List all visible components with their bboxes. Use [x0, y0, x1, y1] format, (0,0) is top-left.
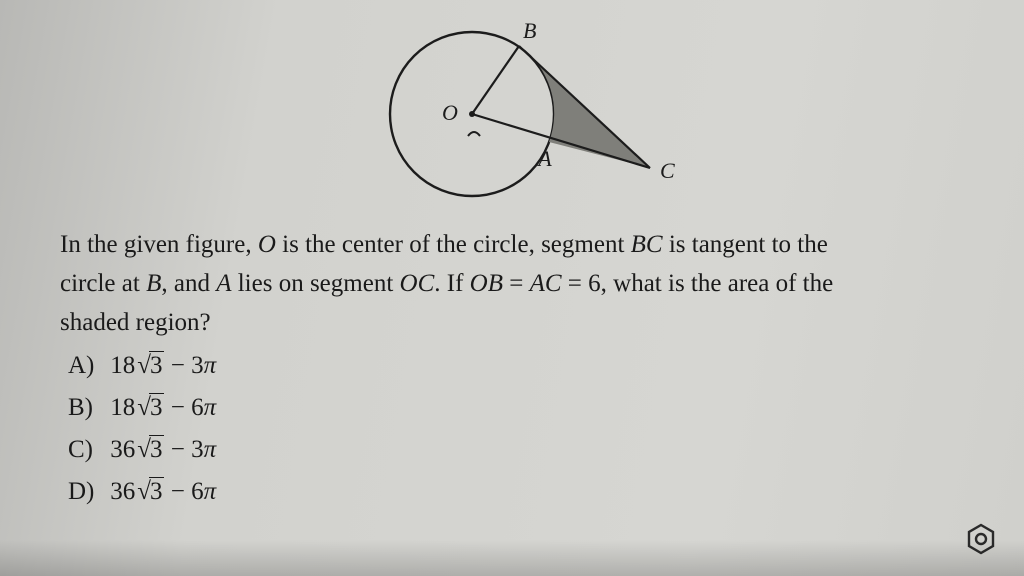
choice-expression: 18√3 − 6π: [110, 394, 216, 421]
coef: 18: [110, 394, 135, 421]
scan-shadow: [0, 540, 1024, 576]
op: − 6: [164, 478, 203, 505]
stem-text: = 6: [562, 270, 601, 297]
stem-text: =: [503, 270, 530, 297]
choice-a[interactable]: A) 18√3 − 3π: [68, 352, 984, 380]
pi: π: [204, 394, 217, 421]
answer-choices: A) 18√3 − 3π B) 18√3 − 6π C) 36√3 − 3π D…: [40, 352, 984, 506]
sqrt: √3: [135, 394, 164, 422]
stem-text: . If: [434, 270, 469, 297]
pi: π: [204, 352, 217, 379]
var-OB: OB: [470, 270, 503, 297]
op: − 6: [164, 394, 203, 421]
choice-expression: 36√3 − 3π: [110, 436, 216, 463]
sqrt: √3: [135, 352, 164, 380]
var-O: O: [258, 231, 276, 258]
pi: π: [204, 478, 217, 505]
radicand: 3: [149, 477, 165, 505]
question-stem: In the given figure, O is the center of …: [40, 226, 984, 342]
sqrt: √3: [135, 436, 164, 464]
stem-text: , and: [161, 270, 216, 297]
radicand: 3: [149, 351, 165, 379]
var-B: B: [146, 270, 161, 297]
stem-text: , what is the area of the: [601, 270, 834, 297]
page: O A B C In the given figure, O is the ce…: [0, 0, 1024, 576]
choice-letter: B): [68, 394, 104, 422]
var-OC: OC: [400, 270, 435, 297]
stem-text: circle at: [60, 270, 146, 297]
geometry-figure: O A B C: [332, 6, 692, 216]
coef: 18: [110, 352, 135, 379]
sqrt: √3: [135, 478, 164, 506]
stem-text: lies on segment: [231, 270, 399, 297]
choice-expression: 18√3 − 3π: [110, 352, 216, 379]
op: − 3: [164, 436, 203, 463]
var-BC: BC: [631, 231, 663, 258]
stem-text: In the given figure,: [60, 231, 258, 258]
op: − 3: [164, 352, 203, 379]
var-A: A: [216, 270, 231, 297]
choice-d[interactable]: D) 36√3 − 6π: [68, 478, 984, 506]
pi: π: [204, 436, 217, 463]
figure-container: O A B C: [40, 0, 984, 216]
choice-letter: D): [68, 478, 104, 506]
choice-expression: 36√3 − 6π: [110, 478, 216, 505]
choice-b[interactable]: B) 18√3 − 6π: [68, 394, 984, 422]
stem-text: is the center of the circle, segment: [276, 231, 631, 258]
svg-text:B: B: [523, 18, 536, 43]
stem-text: shaded region?: [60, 309, 211, 336]
coef: 36: [110, 436, 135, 463]
svg-text:A: A: [536, 146, 552, 171]
svg-text:C: C: [660, 158, 675, 183]
choice-c[interactable]: C) 36√3 − 3π: [68, 436, 984, 464]
nut-icon: [964, 522, 998, 556]
stem-text: is tangent to the: [663, 231, 828, 258]
choice-letter: A): [68, 352, 104, 380]
coef: 36: [110, 478, 135, 505]
radicand: 3: [149, 393, 165, 421]
var-AC: AC: [530, 270, 562, 297]
choice-letter: C): [68, 436, 104, 464]
radicand: 3: [149, 435, 165, 463]
svg-text:O: O: [442, 100, 458, 125]
